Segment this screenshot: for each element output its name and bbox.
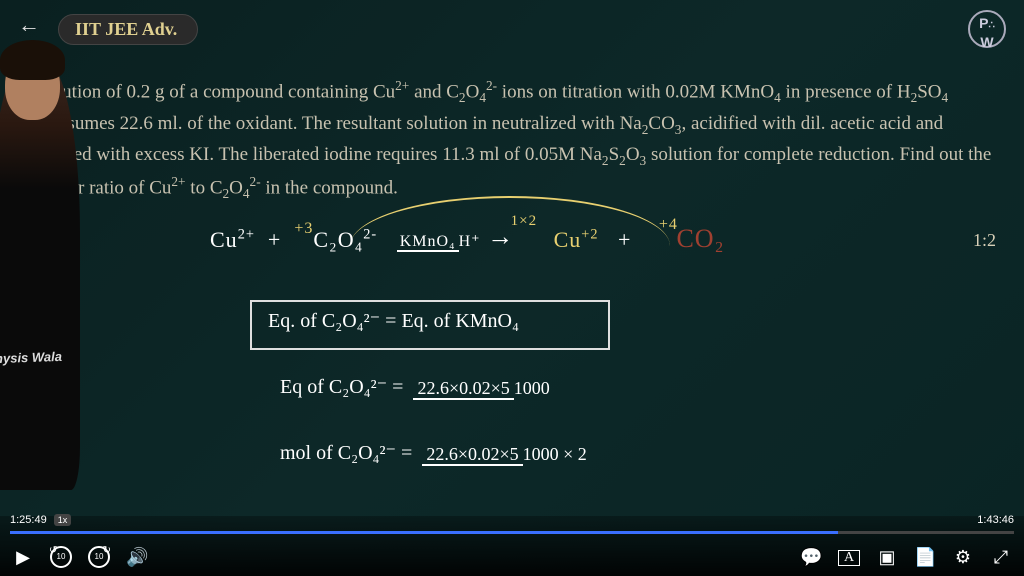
skip-forward-icon[interactable]: ↻10	[88, 546, 110, 568]
instructor-silhouette	[0, 60, 80, 490]
instructor-brand: hysis Wala	[0, 349, 62, 366]
handwritten-equation-4: mol of C₂O₄²⁻ = 22.6×0.02×51000 × 2	[280, 440, 587, 465]
subtitle-icon[interactable]: A	[838, 550, 860, 566]
pip-icon[interactable]: ▣	[876, 547, 898, 568]
video-controls: 1:25:49 1x 1:43:46 ▶ ↺10 ↻10 🔊 💬 A ▣ 📄 ⚙…	[0, 516, 1024, 576]
fullscreen-exit-icon[interactable]: ⤢	[990, 547, 1012, 568]
exam-tag: IIT JEE Adv.	[58, 14, 198, 45]
volume-icon[interactable]: 🔊	[126, 547, 148, 568]
current-time: 1:25:49 1x	[10, 514, 71, 526]
handwritten-equation-1: Cu2+ + +3C₂O₄2- KMnO₄H⁺ → 1×2 Cu+2 + +4 …	[210, 224, 725, 254]
answer-value: 1:2	[973, 230, 996, 251]
total-time: 1:43:46	[977, 514, 1014, 526]
chat-icon[interactable]: 💬	[800, 547, 822, 568]
brand-logo: P∴W	[968, 10, 1006, 48]
back-arrow-icon[interactable]: ←	[18, 12, 40, 38]
progress-bar[interactable]	[10, 531, 1014, 534]
handwritten-equation-2: Eq. of C₂O₄²⁻ = Eq. of KMnO₄	[268, 308, 519, 333]
settings-icon[interactable]: ⚙	[952, 547, 974, 568]
speed-badge[interactable]: 1x	[54, 514, 72, 526]
play-icon[interactable]: ▶	[12, 547, 34, 568]
question-text: solution of 0.2 g of a compound containi…	[40, 76, 994, 204]
handwritten-equation-3: Eq of C₂O₄²⁻ = 22.6×0.02×51000	[280, 374, 550, 399]
progress-fill	[10, 531, 838, 534]
notes-icon[interactable]: 📄	[914, 547, 936, 568]
skip-back-icon[interactable]: ↺10	[50, 546, 72, 568]
